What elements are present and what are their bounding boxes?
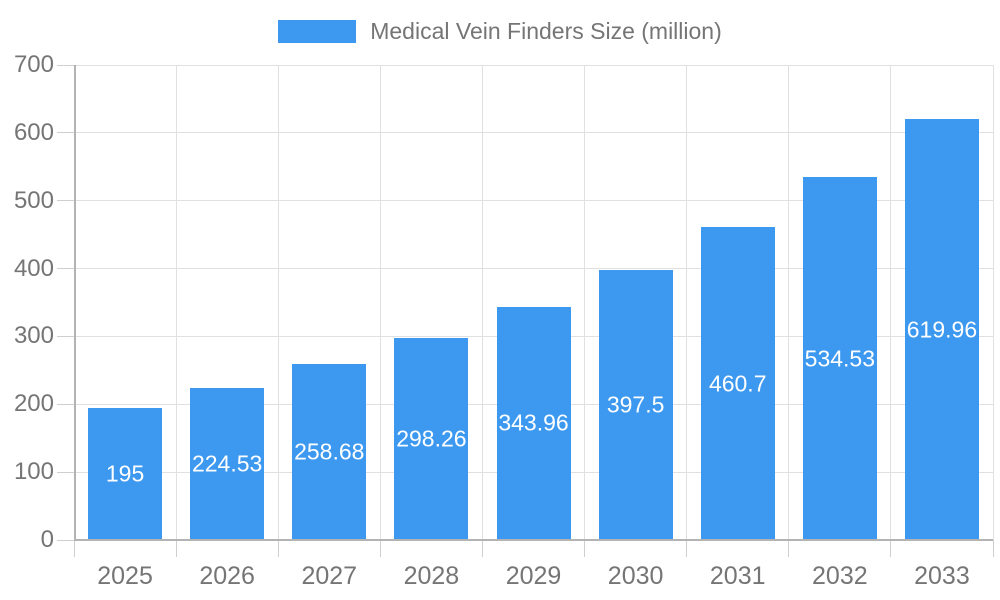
x-axis-label: 2027 — [301, 562, 358, 590]
x-axis-tick — [992, 540, 994, 557]
x-axis-label: 2028 — [403, 562, 460, 590]
legend: Medical Vein Finders Size (million) — [0, 18, 1000, 45]
bar-value-label: 195 — [105, 460, 145, 487]
gridline-vertical — [379, 65, 381, 540]
gridline-horizontal — [74, 268, 993, 270]
gridline-vertical — [992, 65, 994, 540]
bar-2027[interactable] — [292, 364, 367, 540]
y-axis-tick — [57, 335, 74, 337]
y-axis-line — [74, 65, 76, 540]
y-axis-tick — [57, 471, 74, 473]
gridline-horizontal — [74, 64, 993, 66]
x-axis-label: 2030 — [607, 562, 664, 590]
y-axis-label: 600 — [13, 118, 54, 146]
x-axis-label: 2029 — [505, 562, 562, 590]
plot-area: 195 224.53 258.68 298.26 343.96 397.5 460.7 534… — [57, 64, 994, 557]
y-axis-tick — [57, 64, 74, 66]
gridline-vertical — [788, 65, 790, 540]
bar-value-label: 397.5 — [606, 391, 665, 418]
gridline-vertical — [584, 65, 586, 540]
y-axis-label: 100 — [13, 458, 54, 486]
bar-2032[interactable] — [802, 177, 877, 540]
bar-value-label: 224.53 — [191, 450, 263, 477]
x-axis-label: 2026 — [199, 562, 255, 590]
y-axis-tick — [57, 132, 74, 134]
y-axis-label: 300 — [13, 322, 54, 350]
bar-2029[interactable] — [496, 306, 571, 540]
x-axis-tick — [686, 540, 688, 557]
x-axis-tick — [73, 540, 75, 557]
bar-value-label: 258.68 — [294, 438, 365, 465]
bar-value-label: 534.53 — [804, 345, 876, 372]
y-axis-tick — [57, 403, 74, 405]
x-axis-tick — [890, 540, 892, 557]
gridline-vertical — [481, 65, 483, 540]
gridline-horizontal — [74, 132, 993, 134]
bar-2033[interactable] — [904, 119, 979, 540]
bar-2030[interactable] — [598, 270, 673, 540]
y-axis-label: 700 — [13, 51, 54, 78]
x-axis-tick — [584, 540, 586, 557]
x-axis-line — [74, 539, 993, 541]
x-axis-label: 2032 — [812, 562, 868, 590]
bar-2025[interactable] — [88, 407, 163, 540]
x-axis-label: 2025 — [97, 562, 153, 590]
gridline-vertical — [686, 65, 688, 540]
legend-swatch[interactable] — [278, 20, 357, 43]
x-axis-label: 2033 — [914, 562, 970, 590]
y-axis-label: 0 — [40, 526, 54, 553]
bar-value-label: 298.26 — [396, 425, 467, 452]
y-axis-tick — [57, 268, 74, 270]
x-axis-tick — [379, 540, 381, 557]
gridline-vertical — [890, 65, 892, 540]
x-axis-tick — [175, 540, 177, 557]
y-axis-label: 200 — [13, 390, 54, 418]
bar-2026[interactable] — [190, 387, 265, 540]
legend-label: Medical Vein Finders Size (million) — [370, 18, 722, 44]
x-axis-tick — [788, 540, 790, 557]
gridline-vertical — [277, 65, 279, 540]
x-axis-tick — [481, 540, 483, 557]
y-axis-tick — [57, 539, 74, 541]
gridline-horizontal — [74, 200, 993, 202]
x-axis-label: 2031 — [709, 562, 766, 590]
bar-value-label: 343.96 — [498, 409, 569, 436]
y-axis-label: 400 — [13, 254, 54, 282]
y-axis-tick — [57, 200, 74, 202]
bar-value-label: 460.7 — [708, 370, 767, 397]
bar-value-label: 619.96 — [906, 316, 978, 343]
bar-2028[interactable] — [394, 337, 469, 540]
bar-2031[interactable] — [700, 227, 775, 540]
gridline-vertical — [175, 65, 177, 540]
x-axis-tick — [277, 540, 279, 557]
y-axis-label: 500 — [13, 186, 54, 214]
